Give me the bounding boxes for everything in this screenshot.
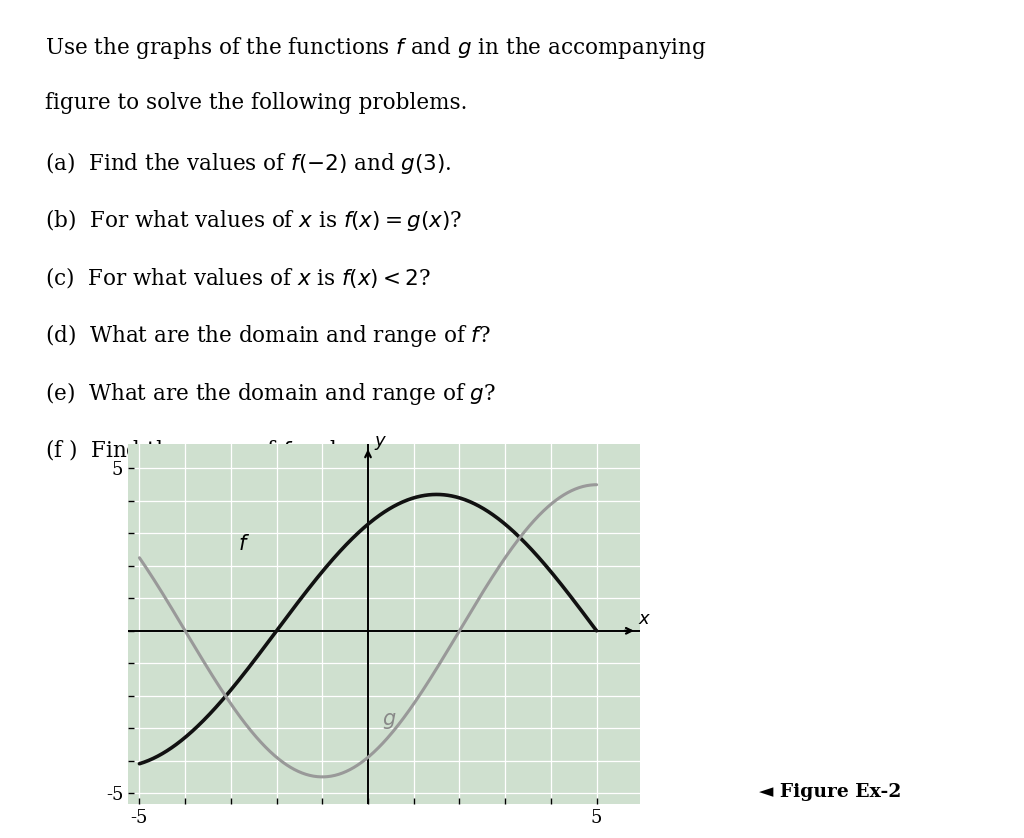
Text: ◄ Figure Ex-2: ◄ Figure Ex-2 bbox=[759, 783, 901, 801]
Text: Use the graphs of the functions $f$ and $g$ in the accompanying: Use the graphs of the functions $f$ and … bbox=[45, 35, 707, 61]
Text: (e)  What are the domain and range of $g$?: (e) What are the domain and range of $g$… bbox=[45, 380, 496, 406]
Text: (c)  For what values of $x$ is $f(x) < 2$?: (c) For what values of $x$ is $f(x) < 2$… bbox=[45, 265, 431, 290]
Text: $g$: $g$ bbox=[382, 711, 396, 731]
Text: $y$: $y$ bbox=[374, 434, 387, 453]
Text: (f )  Find the zeros of $f$ and $g$.: (f ) Find the zeros of $f$ and $g$. bbox=[45, 437, 364, 463]
Text: (a)  Find the values of $f(-2)$ and $g(3)$.: (a) Find the values of $f(-2)$ and $g(3)… bbox=[45, 150, 452, 176]
Text: $f$: $f$ bbox=[238, 534, 250, 554]
Text: figure to solve the following problems.: figure to solve the following problems. bbox=[45, 92, 467, 114]
Text: (d)  What are the domain and range of $f$?: (d) What are the domain and range of $f$… bbox=[45, 323, 490, 349]
Text: $x$: $x$ bbox=[638, 610, 651, 628]
Text: (b)  For what values of $x$ is $f(x) = g(x)$?: (b) For what values of $x$ is $f(x) = g(… bbox=[45, 207, 462, 233]
